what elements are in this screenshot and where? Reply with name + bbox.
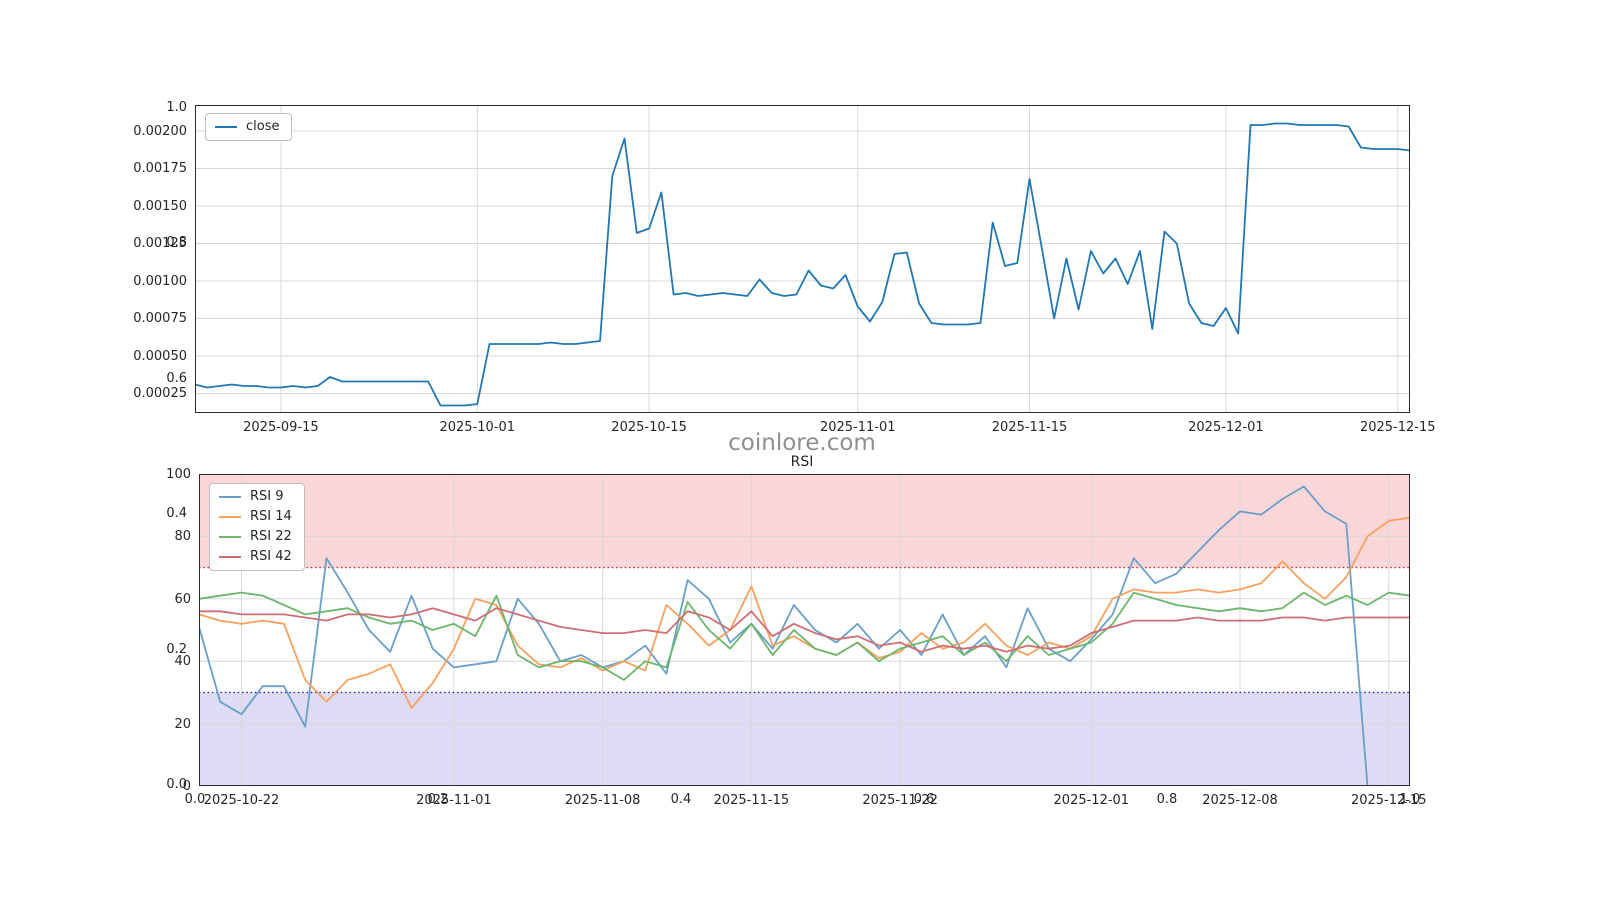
y-tick-label: 0.00200	[133, 123, 187, 139]
x-tick-label: 2025-10-01	[439, 420, 516, 435]
y-tick-label: 0.00125	[133, 236, 187, 252]
overlay-bottom-tick: 1.0	[1399, 792, 1421, 807]
overlay-bottom-tick: 0.0	[184, 792, 206, 807]
legend-line-sample	[219, 535, 241, 539]
legend-line-sample	[219, 515, 241, 519]
x-tick-label: 2025-12-08	[1202, 793, 1278, 808]
y-tick-label: 0.00075	[133, 311, 187, 327]
y-tick-label: 0.00050	[133, 348, 187, 364]
axes-border	[199, 474, 1410, 786]
legend-item-close: close	[215, 120, 279, 134]
price-plot	[195, 105, 1410, 413]
x-tick-label: 2025-10-22	[203, 793, 280, 808]
x-tick-label: 2025-12-01	[1053, 793, 1130, 808]
x-tick-label: 2025-11-22	[862, 793, 938, 808]
x-tick-label: 2025-11-01	[819, 420, 896, 435]
rsi-14-line	[199, 516, 1410, 709]
legend-label: RSI 9	[250, 489, 284, 504]
x-tick-label: 2025-11-01	[416, 793, 492, 808]
legend-label: RSI 14	[250, 509, 292, 524]
close-line	[195, 122, 1410, 407]
threshold-band	[199, 692, 1410, 786]
legend-item-rsi-22: RSI 22	[219, 530, 292, 544]
overlay-bottom-tick: 0.6	[913, 792, 935, 807]
rsi-plot	[199, 474, 1410, 786]
overlay-left-tick: 0.4	[166, 506, 187, 522]
price-axes	[195, 105, 1410, 413]
legend-line-sample	[215, 125, 237, 129]
y-tick-label: 60	[174, 591, 191, 607]
overlay-left-tick: 1.0	[166, 100, 187, 115]
rsi-axes	[199, 474, 1410, 786]
rsi-42-line	[199, 607, 1410, 653]
overlay-left-tick: 0.8	[166, 235, 187, 251]
rsi-9-line	[199, 485, 1410, 786]
x-tick-label: 2025-12-15	[1350, 793, 1427, 808]
legend-label: RSI 42	[250, 549, 292, 564]
x-tick-label: 2025-09-15	[243, 420, 319, 435]
y-tick-label: 40	[174, 654, 191, 670]
x-tick-label: 2025-12-01	[1188, 420, 1264, 435]
overlay-bottom-tick: 0.2	[427, 792, 449, 807]
rsi-22-line	[199, 591, 1410, 681]
rsi-title: RSI	[790, 454, 814, 470]
overlay-bottom-tick: 0.8	[1156, 792, 1178, 807]
y-tick-label: 0.00150	[133, 198, 187, 214]
overlay-left-tick: 0.2	[166, 641, 187, 657]
legend-item-rsi-9: RSI 9	[219, 490, 292, 504]
watermark: coinlore.com	[728, 430, 876, 456]
price-legend: close	[205, 113, 293, 141]
legend-line-sample	[219, 555, 241, 559]
rsi-legend: RSI 9 RSI 14 RSI 22 RSI 42	[209, 483, 305, 571]
axes-border	[195, 105, 1410, 413]
y-tick-label: 0	[182, 779, 191, 794]
y-tick-label: 100	[166, 467, 191, 482]
legend-item-rsi-42: RSI 42	[219, 550, 292, 564]
x-tick-label: 2025-11-15	[713, 793, 790, 808]
y-tick-label: 20	[174, 716, 191, 732]
y-tick-label: 80	[174, 529, 191, 545]
legend-item-rsi-14: RSI 14	[219, 510, 292, 524]
x-tick-label: 2025-11-15	[991, 420, 1068, 435]
legend-label: close	[246, 119, 280, 134]
x-tick-label: 2025-11-08	[564, 793, 641, 808]
legend-label: RSI 22	[250, 529, 292, 544]
threshold-band	[199, 474, 1410, 568]
overlay-left-tick: 0.6	[166, 370, 187, 386]
x-tick-label: 2025-12-15	[1359, 420, 1436, 435]
y-tick-label: 0.00100	[133, 273, 187, 289]
x-tick-label: 2025-10-15	[611, 420, 687, 435]
overlay-left-tick: 0.0	[166, 777, 187, 792]
overlay-bottom-tick: 0.4	[670, 792, 692, 807]
y-tick-label: 0.00175	[133, 161, 187, 177]
legend-line-sample	[219, 495, 241, 499]
y-tick-label: 0.00025	[133, 386, 187, 402]
